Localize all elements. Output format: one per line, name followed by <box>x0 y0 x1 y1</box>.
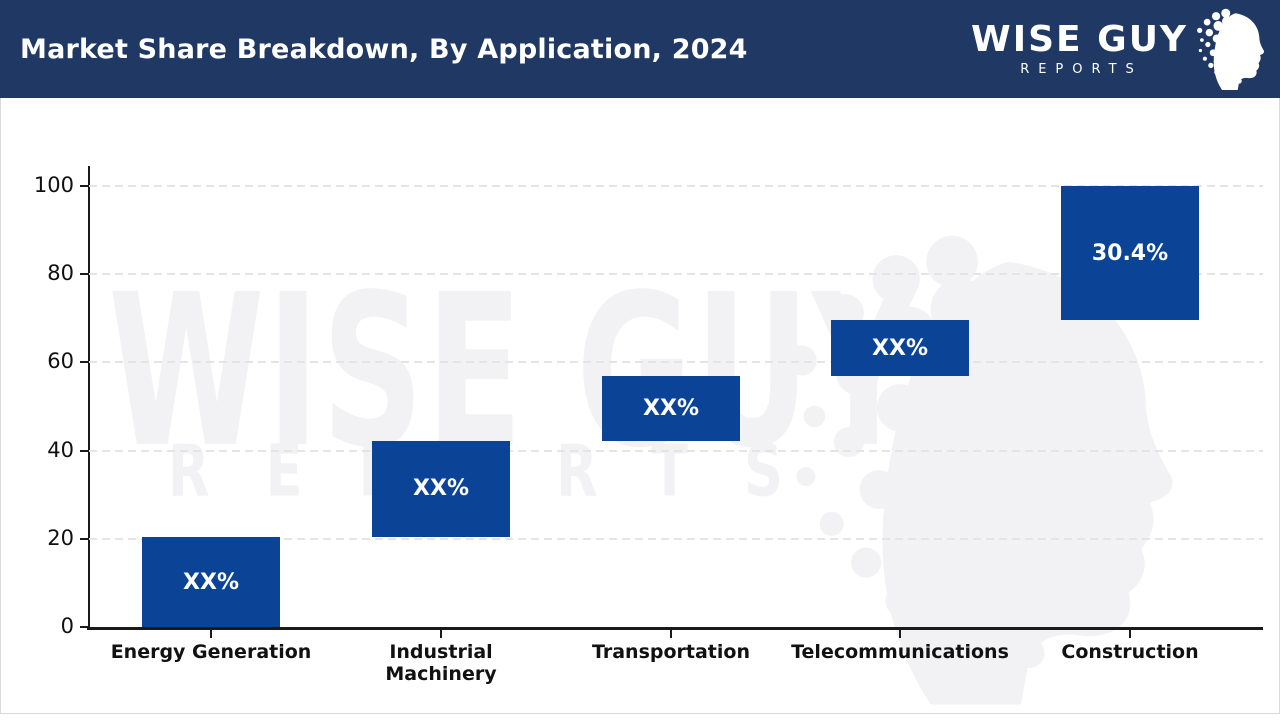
bar-value-label: 30.4% <box>1091 240 1169 266</box>
bar-value-label: XX% <box>643 395 699 421</box>
y-tick-mark <box>80 449 88 452</box>
y-tick-label: 80 <box>47 261 74 286</box>
y-tick-mark <box>80 537 88 540</box>
category-label: Industrial Machinery <box>385 641 497 685</box>
bar-1: XX% <box>142 537 280 627</box>
bar-value-label: XX% <box>183 569 239 595</box>
gridline-100 <box>89 185 1263 187</box>
brand-logo: WISE GUY REPORTS <box>971 0 1266 98</box>
gridline-80 <box>89 273 1263 276</box>
x-tick-mark <box>1129 630 1131 638</box>
x-tick-mark <box>210 630 212 638</box>
category-label: Transportation <box>591 641 750 663</box>
y-tick-label: 40 <box>47 437 74 462</box>
x-tick-mark <box>670 630 672 638</box>
y-tick-label: 100 <box>33 173 74 197</box>
x-tick-mark <box>899 630 901 638</box>
brand-logo-text: WISE GUY REPORTS <box>970 18 1188 77</box>
x-axis-line <box>87 627 1263 630</box>
category-label: Telecommunications <box>791 641 1009 663</box>
bar-5: 30.4% <box>1061 186 1199 321</box>
y-tick-label: 20 <box>47 525 74 550</box>
x-tick-mark <box>440 630 442 638</box>
y-tick-mark <box>80 185 88 187</box>
category-label: Construction <box>1061 641 1199 663</box>
gridline-40 <box>89 449 1263 452</box>
header-bar: Market Share Breakdown, By Application, … <box>0 0 1280 98</box>
bar-3: XX% <box>602 376 740 441</box>
gridline-20 <box>89 537 1263 540</box>
bar-4: XX% <box>831 320 969 377</box>
y-tick-mark <box>80 361 88 364</box>
y-tick-mark <box>80 626 88 628</box>
gridline-60 <box>89 361 1263 364</box>
watermark-brand-text: WISE GUY <box>108 250 917 495</box>
y-axis-line <box>88 166 90 629</box>
brand-subtitle: REPORTS <box>1020 61 1143 77</box>
page-title: Market Share Breakdown, By Application, … <box>20 33 748 65</box>
y-tick-label: 60 <box>47 349 74 374</box>
y-tick-mark <box>80 273 88 276</box>
bar-value-label: XX% <box>413 476 469 502</box>
bar-2: XX% <box>372 440 510 538</box>
brand-face-icon <box>1197 8 1264 90</box>
category-label: Energy Generation <box>110 641 312 663</box>
brand-name: WISE GUY <box>970 18 1188 60</box>
y-tick-label: 0 <box>60 614 74 638</box>
bar-value-label: XX% <box>872 335 928 361</box>
